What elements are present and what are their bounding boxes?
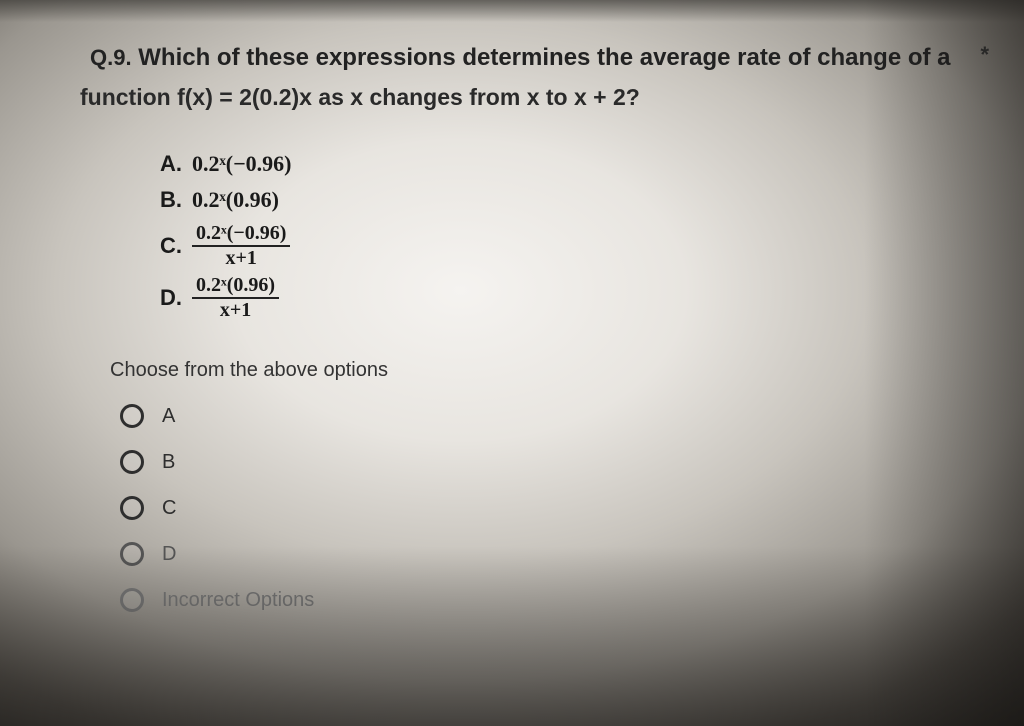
question-line-2: function f(x) = 2(0.2)x as x changes fro… — [80, 84, 964, 111]
answer-c-numerator: 0.2ˣ(−0.96) — [192, 223, 290, 247]
answer-a: A. 0.2ˣ(−0.96) — [160, 151, 964, 177]
radio-option-b[interactable]: B — [120, 450, 964, 474]
answer-b-letter: B. — [160, 187, 192, 213]
answer-a-expr: 0.2ˣ(−0.96) — [192, 151, 291, 177]
question-number: Q.9. — [90, 45, 132, 70]
choose-label: Choose from the above options — [110, 359, 964, 382]
radio-option-c[interactable]: C — [120, 496, 964, 520]
radio-label-a: A — [162, 405, 175, 428]
radio-label-b: B — [162, 451, 175, 474]
answer-c-fraction: 0.2ˣ(−0.96) x+1 — [192, 223, 290, 269]
answer-d-fraction: 0.2ˣ(0.96) x+1 — [192, 275, 279, 321]
answer-a-letter: A. — [160, 151, 192, 177]
radio-label-incorrect: Incorrect Options — [162, 589, 314, 612]
answer-b-expr: 0.2ˣ(0.96) — [192, 187, 279, 213]
radio-option-d[interactable]: D — [120, 542, 964, 566]
radio-circle-icon — [120, 404, 144, 428]
question-page: * Q.9. Which of these expressions determ… — [0, 0, 1024, 726]
answer-c-letter: C. — [160, 233, 192, 259]
answer-c: C. 0.2ˣ(−0.96) x+1 — [160, 223, 964, 269]
question-text-1: Which of these expressions determines th… — [138, 44, 950, 71]
radio-circle-icon — [120, 542, 144, 566]
answer-d-numerator: 0.2ˣ(0.96) — [192, 275, 279, 299]
radio-circle-icon — [120, 496, 144, 520]
radio-options: A B C D Incorrect Options — [120, 404, 964, 612]
radio-circle-icon — [120, 588, 144, 612]
answer-b: B. 0.2ˣ(0.96) — [160, 187, 964, 213]
radio-label-c: C — [162, 497, 176, 520]
radio-circle-icon — [120, 450, 144, 474]
radio-option-incorrect[interactable]: Incorrect Options — [120, 588, 964, 612]
answer-c-denominator: x+1 — [192, 247, 290, 269]
answer-d-denominator: x+1 — [192, 299, 279, 321]
required-star: * — [980, 42, 989, 68]
answer-d: D. 0.2ˣ(0.96) x+1 — [160, 275, 964, 321]
answer-d-letter: D. — [160, 285, 192, 311]
answer-expressions: A. 0.2ˣ(−0.96) B. 0.2ˣ(0.96) C. 0.2ˣ(−0.… — [160, 151, 964, 321]
radio-label-d: D — [162, 543, 176, 566]
radio-option-a[interactable]: A — [120, 404, 964, 428]
question-line-1: Q.9. Which of these expressions determin… — [90, 40, 964, 76]
